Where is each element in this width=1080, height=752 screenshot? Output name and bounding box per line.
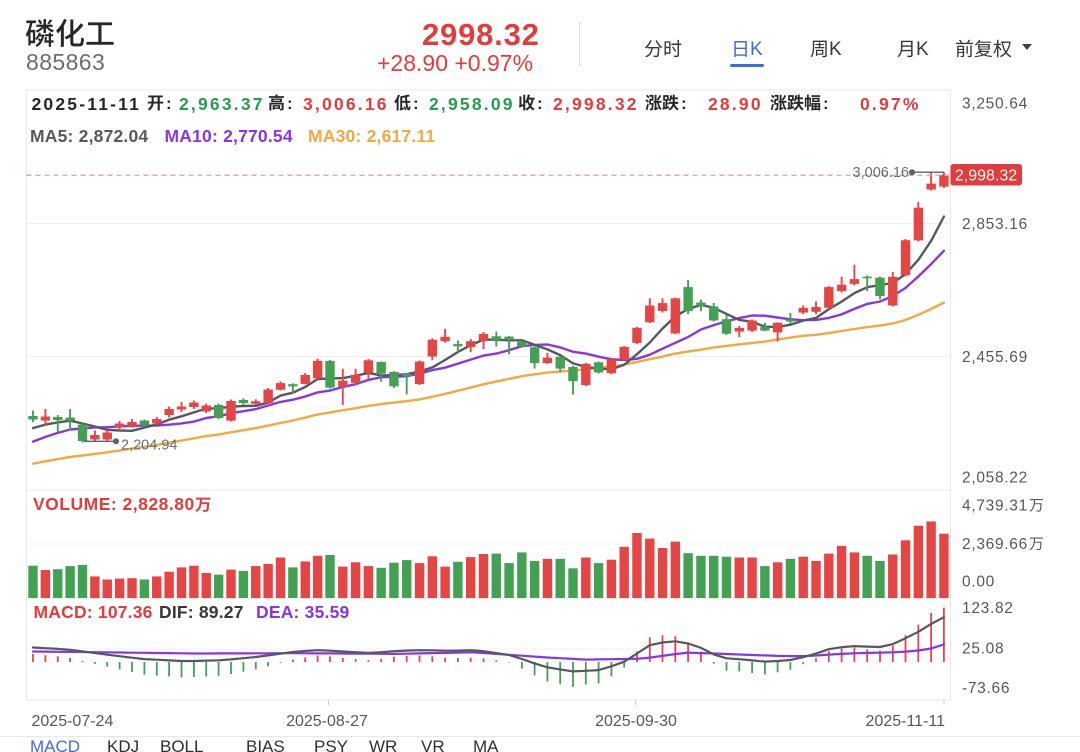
svg-text:2,058.22: 2,058.22 (962, 470, 1028, 487)
svg-text:2025-08-27: 2025-08-27 (286, 713, 368, 730)
svg-text:2,853.16: 2,853.16 (962, 216, 1028, 233)
svg-text:3,006.16: 3,006.16 (853, 165, 909, 181)
svg-text:123.82: 123.82 (962, 600, 1014, 617)
svg-text:2025-07-24: 2025-07-24 (32, 713, 114, 730)
svg-text:2,998.32: 2,998.32 (955, 168, 1017, 185)
svg-text:2025-11-11: 2025-11-11 (866, 713, 946, 730)
svg-text:0.00: 0.00 (962, 574, 995, 591)
svg-text:-73.66: -73.66 (962, 680, 1010, 697)
svg-text:4,739.31: 4,739.31 (962, 498, 1028, 515)
svg-text:2,455.69: 2,455.69 (962, 349, 1028, 366)
svg-text:25.08: 25.08 (962, 641, 1004, 658)
svg-text:2025-09-30: 2025-09-30 (595, 713, 677, 730)
svg-text:2,369.66: 2,369.66 (962, 536, 1028, 553)
svg-text:3,250.64: 3,250.64 (962, 96, 1028, 113)
svg-text:2,204.94: 2,204.94 (121, 438, 177, 454)
